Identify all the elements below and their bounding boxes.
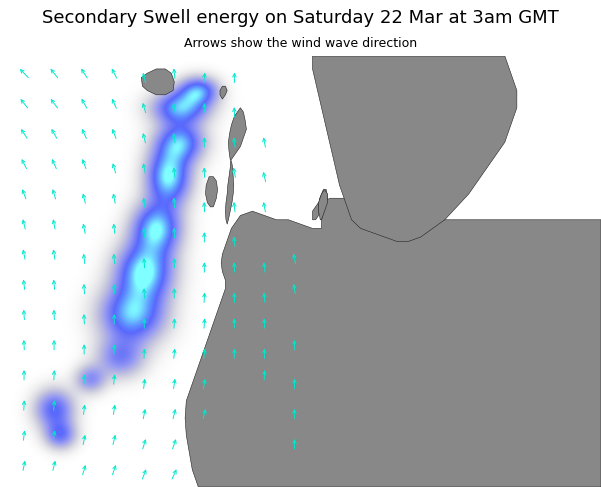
Polygon shape xyxy=(141,69,174,95)
Polygon shape xyxy=(220,86,227,99)
Polygon shape xyxy=(319,189,328,220)
Polygon shape xyxy=(228,108,246,159)
Polygon shape xyxy=(313,56,517,242)
Text: Arrows show the wind wave direction: Arrows show the wind wave direction xyxy=(184,37,417,50)
Polygon shape xyxy=(225,159,234,224)
Polygon shape xyxy=(206,177,218,207)
Polygon shape xyxy=(185,189,601,487)
Text: Secondary Swell energy on Saturday 22 Mar at 3am GMT: Secondary Swell energy on Saturday 22 Ma… xyxy=(42,9,559,27)
